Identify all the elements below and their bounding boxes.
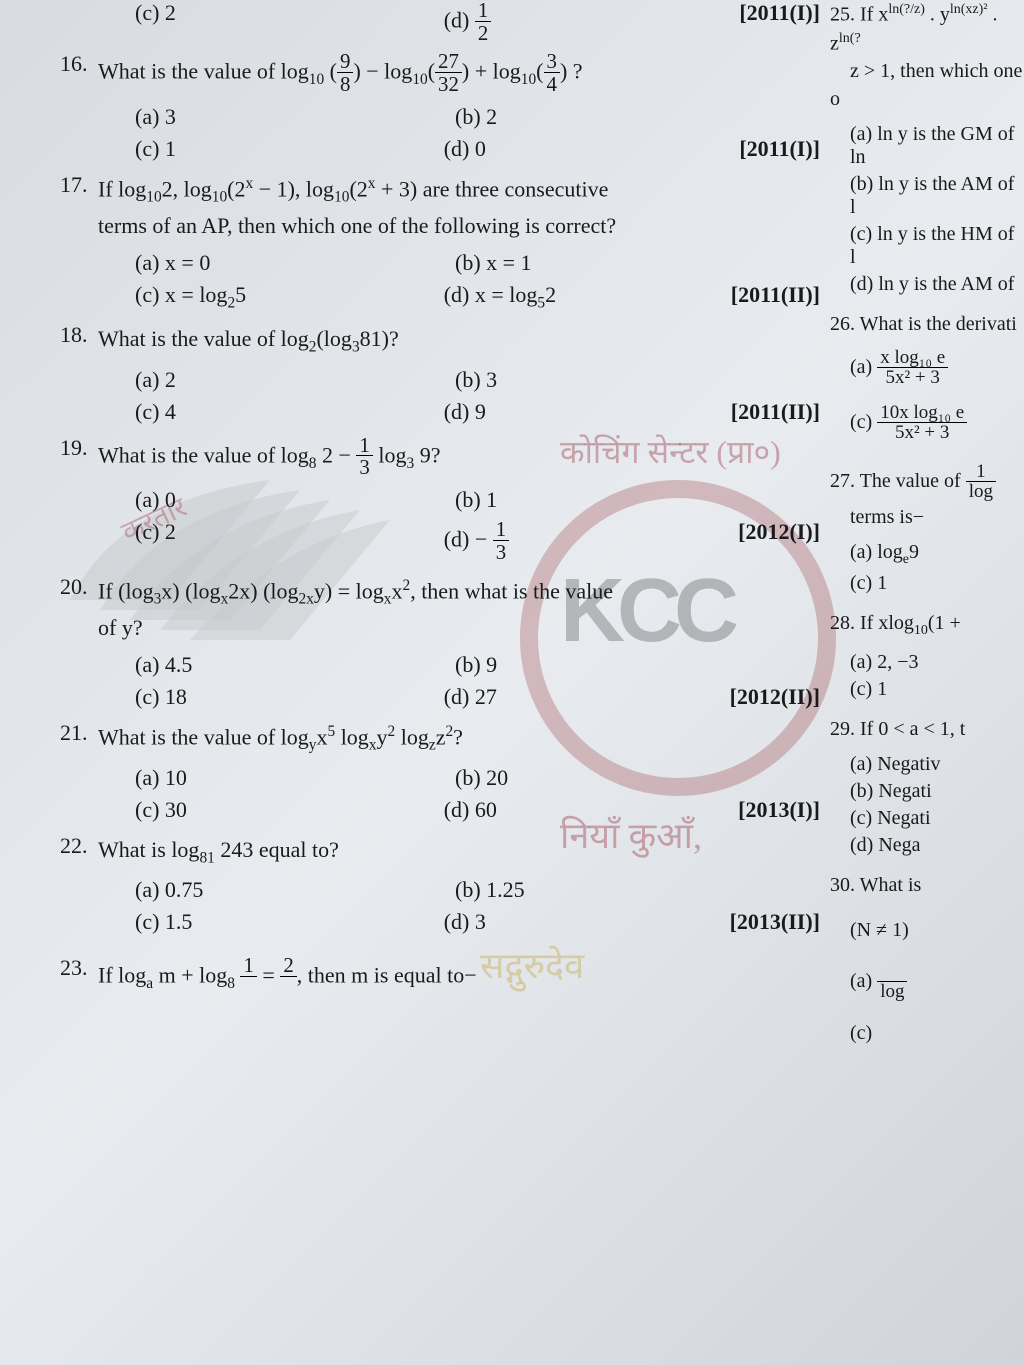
q20-year: [2012(II)] — [675, 684, 820, 710]
q21-opt-a: (a) 10 — [135, 765, 455, 791]
q29-opt-b: (b) Negati — [850, 780, 1024, 803]
q16-text: What is the value of log10 (98) − log10(… — [98, 51, 798, 96]
q25-opt-d: (d) ln y is the AM of — [850, 273, 1024, 296]
question-30: 30. What is — [830, 871, 1024, 899]
q22-opt-d: (d) 3 — [444, 909, 676, 935]
question-25: 25. If xln(?/z) . yln(xz)² . zln(? z > 1… — [830, 0, 1024, 113]
q19-opt-b: (b) 1 — [455, 487, 695, 513]
question-21: 21. What is the value of logyx5 logxy2 l… — [60, 720, 820, 823]
q18-year: [2011(II)] — [675, 399, 820, 425]
q16-opt-b: (b) 2 — [455, 104, 695, 130]
q18-opt-a: (a) 2 — [135, 367, 455, 393]
question-18: 18. What is the value of log2(log381)? (… — [60, 322, 820, 425]
q16-year: [2011(I)] — [675, 136, 820, 162]
q22-text: What is log81 243 equal to? — [98, 833, 798, 870]
question-27: 27. The value of 1log terms is− — [830, 462, 1024, 531]
q28-opt-c: (c) 1 — [850, 678, 1024, 701]
question-20: 20. If (log3x) (logx2x) (log2xy) = logxx… — [60, 574, 820, 710]
q30-n: (N ≠ 1) — [850, 919, 1024, 942]
q20-text: If (log3x) (logx2x) (log2xy) = logxx2, t… — [98, 574, 798, 644]
q22-opt-a: (a) 0.75 — [135, 877, 455, 903]
q29-opt-a: (a) Negativ — [850, 753, 1024, 776]
q22-opt-c: (c) 1.5 — [135, 909, 444, 935]
q20-opt-d: (d) 27 — [444, 684, 676, 710]
question-16: 16. What is the value of log10 (98) − lo… — [60, 51, 820, 162]
q27-opt-c: (c) 1 — [850, 572, 1024, 595]
q22-year: [2013(II)] — [675, 909, 820, 935]
q29-opt-d: (d) Nega — [850, 834, 1024, 857]
q23-text: If loga m + log8 1 = 2 , then m is equal… — [98, 955, 798, 1000]
question-19: 19. What is the value of log8 2 − 13 log… — [60, 435, 820, 565]
q17-opt-b: (b) x = 1 — [455, 250, 695, 276]
q20-opt-b: (b) 9 — [455, 652, 695, 678]
q29-opt-c: (c) Negati — [850, 807, 1024, 830]
q15-year: [2011(I)] — [675, 0, 820, 45]
q28-opt-a: (a) 2, −3 — [850, 651, 1024, 674]
q19-year: [2012(I)] — [675, 519, 820, 564]
q19-opt-d: (d) − 13 — [444, 519, 676, 564]
q21-opt-c: (c) 30 — [135, 797, 444, 823]
q21-text: What is the value of logyx5 logxy2 logzz… — [98, 720, 798, 757]
q16-opt-c: (c) 1 — [135, 136, 444, 162]
q30-opt-c: (c) — [850, 1022, 1024, 1045]
question-22: 22. What is log81 243 equal to? (a) 0.75… — [60, 833, 820, 936]
q17-opt-c: (c) x = log25 — [135, 282, 444, 312]
q20-opt-c: (c) 18 — [135, 684, 444, 710]
q21-year: [2013(I)] — [675, 797, 820, 823]
q21-opt-b: (b) 20 — [455, 765, 695, 791]
q15-opt-c: (c) 2 — [135, 0, 444, 45]
q25-opt-c: (c) ln y is the HM of l — [850, 223, 1024, 269]
q26-opt-a: (a) x log₁₀ e5x² + 3 — [850, 348, 1024, 389]
q17-text: If log102, log10(2x − 1), log10(2x + 3) … — [98, 172, 798, 242]
q17-opt-d: (d) x = log52 — [444, 282, 676, 312]
question-28: 28. If xlog10(1 + — [830, 609, 1024, 641]
q18-opt-b: (b) 3 — [455, 367, 695, 393]
q17-year: [2011(II)] — [675, 282, 820, 312]
q26-opt-c: (c) 10x log₁₀ e5x² + 3 — [850, 403, 1024, 444]
q25-opt-b: (b) ln y is the AM of l — [850, 173, 1024, 219]
q18-opt-c: (c) 4 — [135, 399, 444, 425]
q27-opt-a: (a) loge9 — [850, 541, 1024, 568]
q22-opt-b: (b) 1.25 — [455, 877, 695, 903]
q19-opt-a: (a) 0 — [135, 487, 455, 513]
question-17: 17. If log102, log10(2x − 1), log10(2x +… — [60, 172, 820, 312]
q19-opt-c: (c) 2 — [135, 519, 444, 564]
q15-opt-d: (d) 12 — [444, 0, 676, 45]
q18-opt-d: (d) 9 — [444, 399, 676, 425]
q25-opt-a: (a) ln y is the GM of ln — [850, 123, 1024, 169]
q21-opt-d: (d) 60 — [444, 797, 676, 823]
q20-opt-a: (a) 4.5 — [135, 652, 455, 678]
q16-opt-d: (d) 0 — [444, 136, 676, 162]
q17-opt-a: (a) x = 0 — [135, 250, 455, 276]
question-29: 29. If 0 < a < 1, t — [830, 715, 1024, 743]
question-23: 23. If loga m + log8 1 = 2 , then m is e… — [60, 955, 820, 1000]
q19-text: What is the value of log8 2 − 13 log3 9? — [98, 435, 798, 480]
q16-opt-a: (a) 3 — [135, 104, 455, 130]
q18-text: What is the value of log2(log381)? — [98, 322, 798, 359]
q30-opt-a: (a) log — [850, 962, 1024, 1003]
question-26: 26. What is the derivati — [830, 310, 1024, 338]
